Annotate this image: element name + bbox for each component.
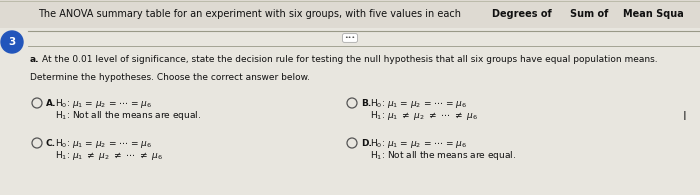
Text: A.: A. <box>46 98 57 107</box>
Text: H$_0$: $\mu_1$ = $\mu_2$ = $\cdots$ = $\mu_6$: H$_0$: $\mu_1$ = $\mu_2$ = $\cdots$ = $\… <box>370 97 467 110</box>
Text: Sum of: Sum of <box>570 9 608 19</box>
Text: H$_1$: Not all the means are equal.: H$_1$: Not all the means are equal. <box>55 110 201 122</box>
Text: H$_1$: $\mu_1$ $\neq$ $\mu_2$ $\neq$ $\cdots$ $\neq$ $\mu_6$: H$_1$: $\mu_1$ $\neq$ $\mu_2$ $\neq$ $\c… <box>55 150 162 162</box>
Text: H$_1$: Not all the means are equal.: H$_1$: Not all the means are equal. <box>370 150 516 162</box>
Text: I: I <box>683 110 687 122</box>
Text: The ANOVA summary table for an experiment with six groups, with five values in e: The ANOVA summary table for an experimen… <box>38 9 461 19</box>
Text: Mean Squa: Mean Squa <box>623 9 684 19</box>
Text: H$_1$: $\mu_1$ $\neq$ $\mu_2$ $\neq$ $\cdots$ $\neq$ $\mu_6$: H$_1$: $\mu_1$ $\neq$ $\mu_2$ $\neq$ $\c… <box>370 110 477 122</box>
Text: B.: B. <box>361 98 371 107</box>
FancyBboxPatch shape <box>0 0 700 28</box>
Text: Degrees of: Degrees of <box>492 9 552 19</box>
Text: Determine the hypotheses. Choose the correct answer below.: Determine the hypotheses. Choose the cor… <box>30 74 310 82</box>
Text: 3: 3 <box>8 37 15 47</box>
Text: H$_0$: $\mu_1$ = $\mu_2$ = $\cdots$ = $\mu_6$: H$_0$: $\mu_1$ = $\mu_2$ = $\cdots$ = $\… <box>370 136 467 150</box>
Text: H$_0$: $\mu_1$ = $\mu_2$ = $\cdots$ = $\mu_6$: H$_0$: $\mu_1$ = $\mu_2$ = $\cdots$ = $\… <box>55 97 152 110</box>
Circle shape <box>1 31 23 53</box>
Text: C.: C. <box>46 138 56 147</box>
Text: a.: a. <box>30 56 39 65</box>
Text: H$_0$: $\mu_1$ = $\mu_2$ = $\cdots$ = $\mu_6$: H$_0$: $\mu_1$ = $\mu_2$ = $\cdots$ = $\… <box>55 136 152 150</box>
Text: •••: ••• <box>344 35 356 41</box>
Text: At the 0.01 level of significance, state the decision rule for testing the null : At the 0.01 level of significance, state… <box>42 56 657 65</box>
Text: D.: D. <box>361 138 372 147</box>
